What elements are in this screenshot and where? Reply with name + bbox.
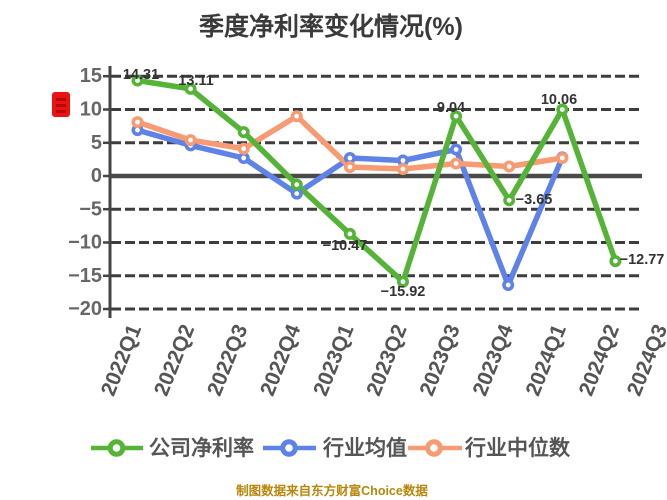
svg-text:−3.65: −3.65 [516, 192, 553, 208]
svg-text:−15.92: −15.92 [381, 284, 426, 300]
svg-text:公司净利率: 公司净利率 [149, 436, 254, 460]
svg-text:行业均值: 行业均值 [322, 436, 407, 460]
svg-text:−12.77: −12.77 [620, 252, 665, 268]
svg-text:14.31: 14.31 [123, 67, 159, 83]
svg-text:9.04: 9.04 [437, 100, 465, 116]
svg-text:−15: −15 [68, 265, 102, 287]
svg-text:15: 15 [80, 65, 102, 87]
svg-text:−10: −10 [68, 232, 102, 254]
svg-text:5: 5 [91, 132, 102, 154]
svg-text:−5: −5 [79, 199, 102, 221]
svg-text:10: 10 [80, 99, 102, 121]
svg-text:−10.47: −10.47 [323, 238, 368, 254]
svg-text:季度净利率变化情况(%): 季度净利率变化情况(%) [199, 12, 463, 41]
svg-text:制图数据来自东方财富Choice数据: 制图数据来自东方财富Choice数据 [236, 483, 428, 498]
svg-text:−20: −20 [68, 298, 102, 320]
svg-text:0: 0 [91, 165, 102, 187]
svg-text:行业中位数: 行业中位数 [464, 436, 571, 460]
svg-text:10.06: 10.06 [541, 92, 577, 108]
svg-text:13.11: 13.11 [178, 73, 214, 89]
